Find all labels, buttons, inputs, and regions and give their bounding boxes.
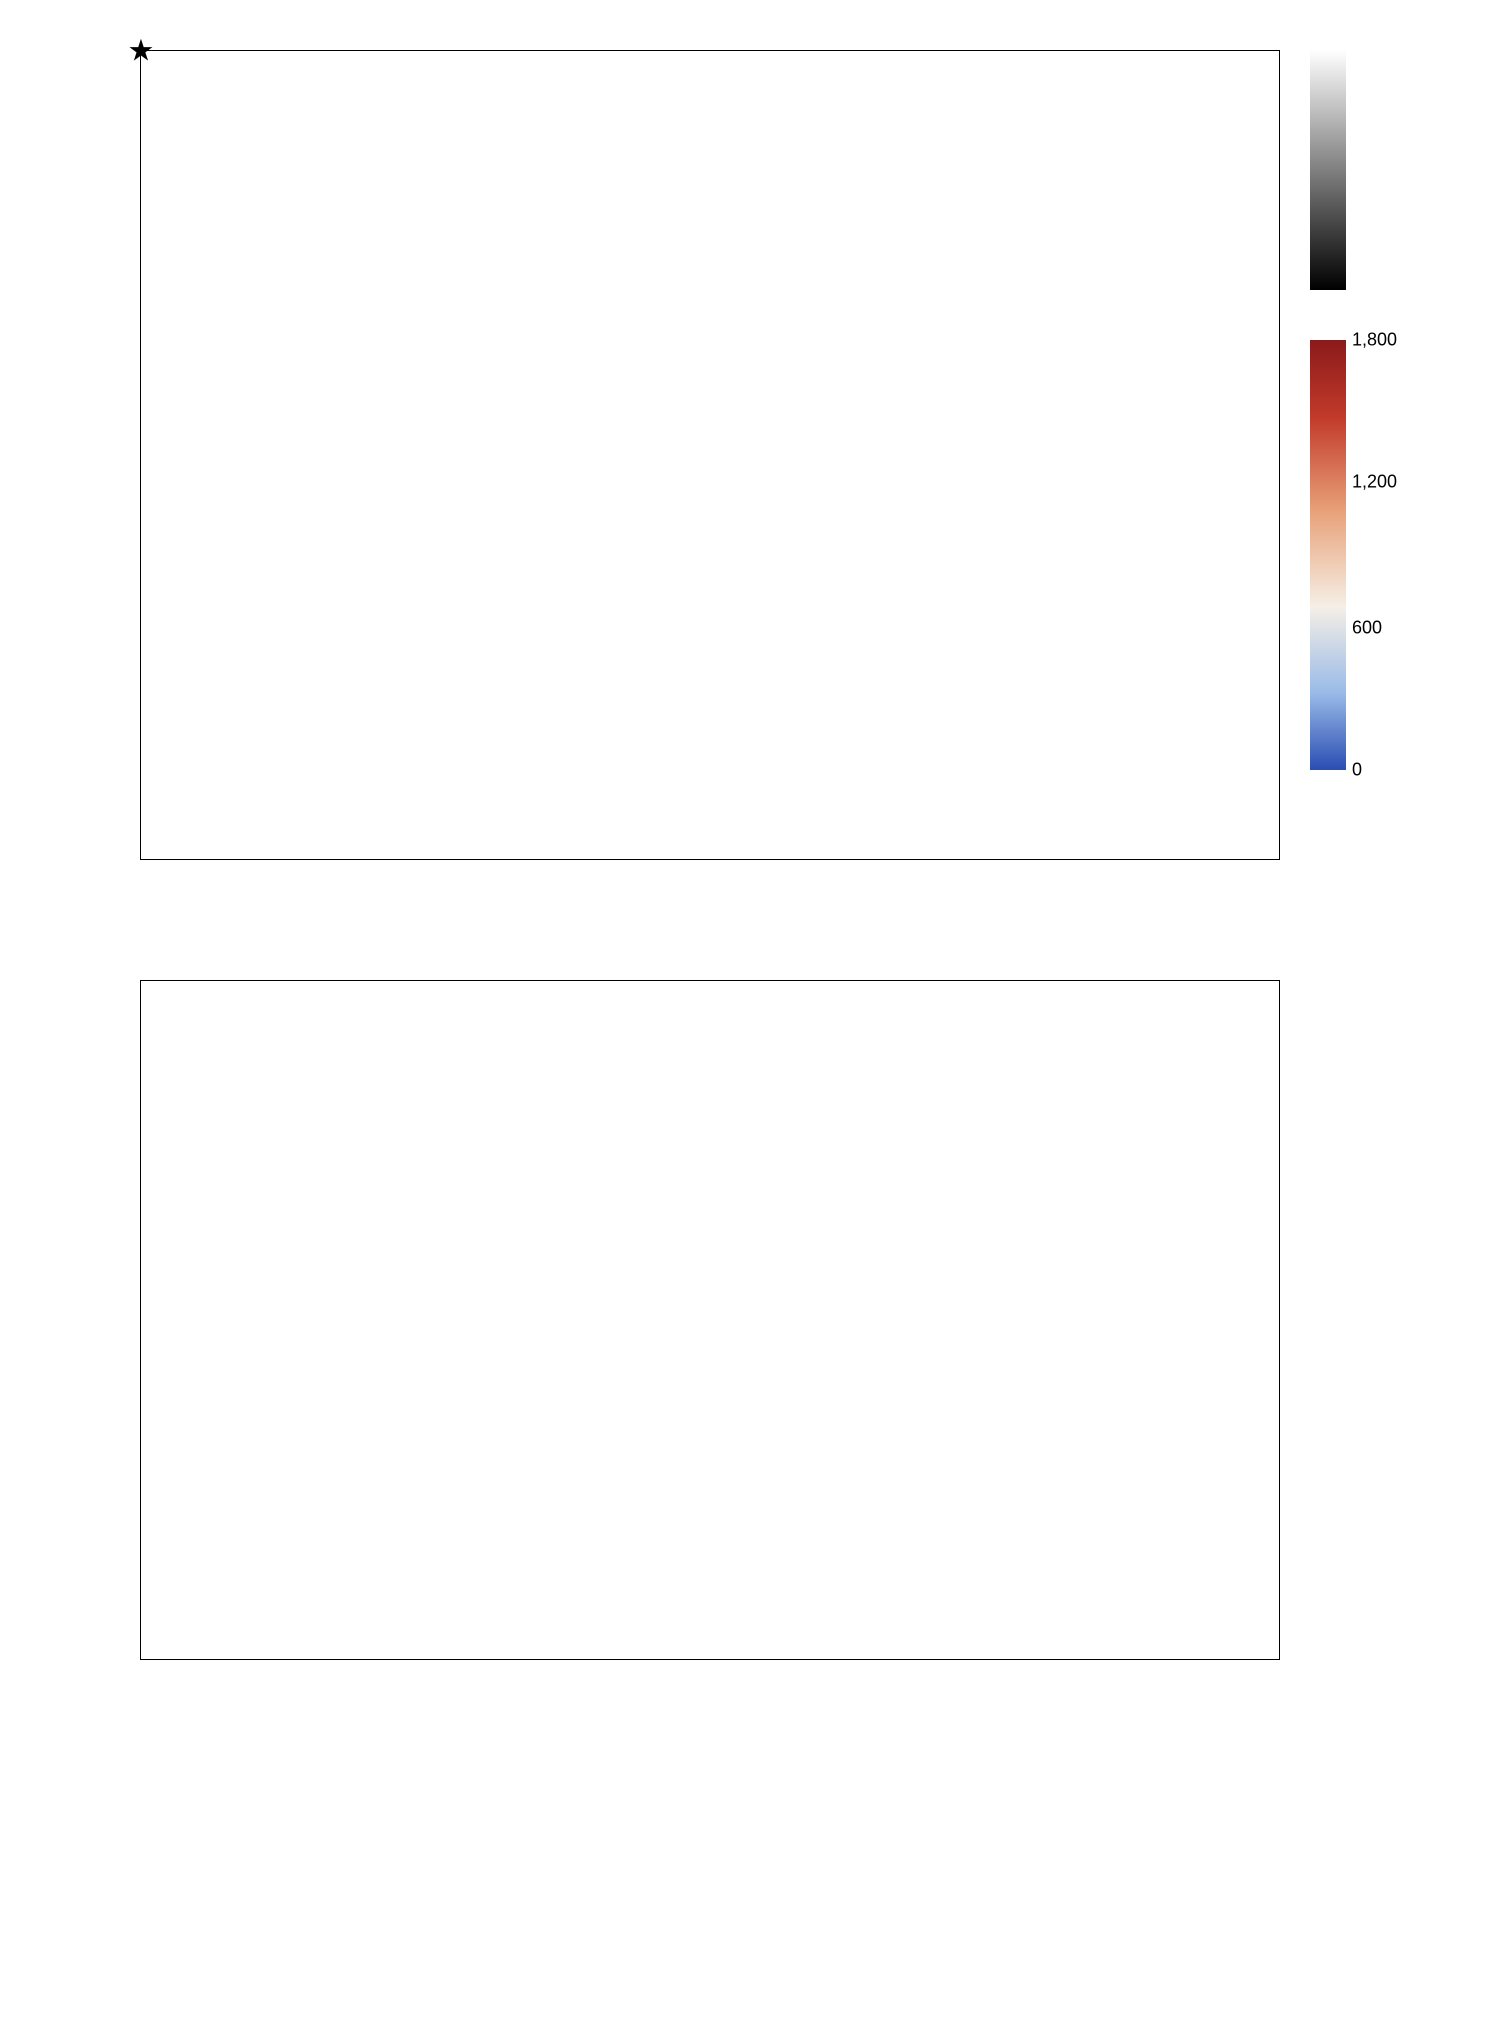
vpot-colorbar <box>1310 50 1346 290</box>
panel-a-svg <box>141 51 1279 859</box>
star-marker: ★ <box>128 34 155 69</box>
panel-b-heatmap <box>141 981 1279 1659</box>
periodicity-tick-1800: 1,800 <box>1352 330 1397 351</box>
periodicity-tick-0: 0 <box>1352 760 1362 781</box>
periodicity-colorbar: 1,800 1,200 600 0 <box>1310 340 1346 770</box>
panel-a-plot: ★ <box>140 50 1280 860</box>
panel-a-heatmap <box>141 51 1279 859</box>
panel-b-svg <box>141 981 1279 1659</box>
periodicity-tick-600: 600 <box>1352 618 1382 639</box>
vpot-gradient <box>1310 50 1346 290</box>
periodicity-gradient <box>1310 340 1346 770</box>
figure-container: ★ 1,800 1,200 600 0 <box>20 20 1481 2020</box>
periodicity-tick-1200: 1,200 <box>1352 471 1397 492</box>
panel-b-plot <box>140 980 1280 1660</box>
